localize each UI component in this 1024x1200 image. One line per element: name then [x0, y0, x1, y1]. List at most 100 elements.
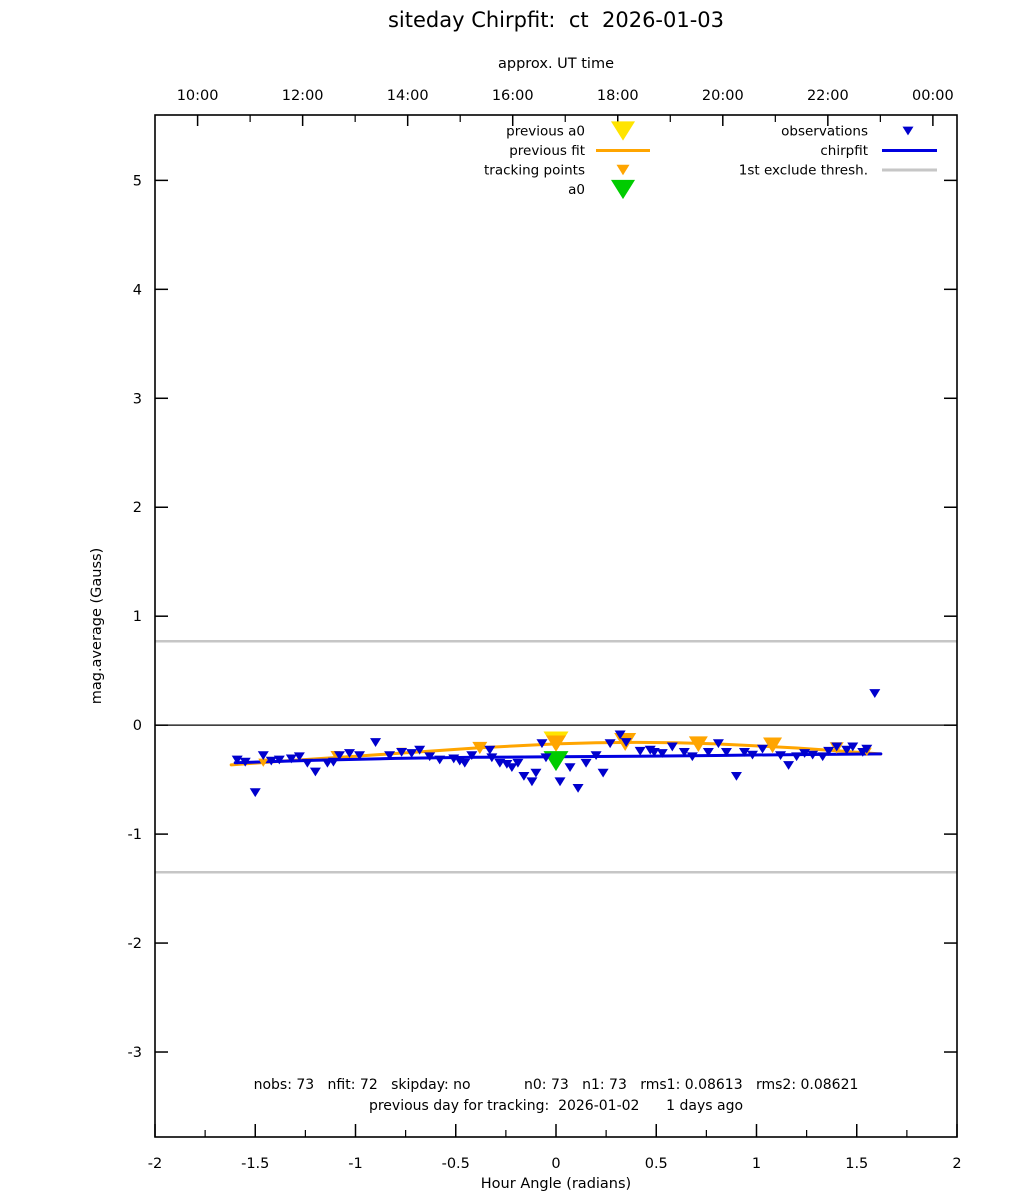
observation-point — [775, 751, 787, 761]
y-axis-title: mag.average (Gauss) — [89, 547, 105, 705]
observation-point — [512, 758, 524, 768]
x-tick-label: -1 — [348, 1156, 362, 1172]
legend-label: chirpfit — [820, 143, 868, 159]
observation-point — [757, 744, 769, 754]
x-tick-label: 0.5 — [645, 1156, 668, 1172]
legend-label: previous fit — [509, 143, 585, 159]
top-tick-label: 14:00 — [387, 88, 429, 104]
observation-point — [620, 738, 632, 747]
observation-point — [738, 747, 750, 757]
top-axis-title: approx. UT time — [498, 56, 614, 72]
y-tick-label: -3 — [128, 1045, 142, 1061]
observation-point — [257, 751, 269, 761]
observation-point — [656, 749, 668, 758]
x-tick-label: -1.5 — [241, 1156, 269, 1172]
observation-point — [354, 751, 366, 761]
observation-point — [783, 761, 795, 770]
observation-point — [580, 758, 592, 768]
observation-point — [459, 758, 471, 768]
observation-point — [648, 747, 660, 757]
observation-point — [604, 739, 616, 749]
legend-label: tracking points — [484, 163, 585, 179]
y-tick-label: 2 — [133, 500, 142, 516]
x-tick-label: -2 — [148, 1156, 162, 1172]
observation-point — [746, 750, 758, 760]
observation-point — [265, 756, 277, 766]
observation-point — [518, 771, 530, 781]
observation-point — [572, 783, 584, 793]
tracking-point — [763, 737, 783, 754]
observation-point — [791, 752, 803, 762]
y-tick-label: -1 — [128, 827, 142, 843]
observation-point — [396, 747, 408, 757]
x-axis-title: Hour Angle (radians) — [480, 1176, 632, 1192]
observation-point — [666, 742, 678, 752]
observation-point — [869, 689, 881, 698]
top-tick-label: 20:00 — [702, 88, 744, 104]
observation-point — [343, 749, 355, 758]
observation-point — [466, 751, 478, 761]
observation-point — [712, 739, 724, 749]
legend-label: observations — [781, 124, 868, 140]
observation-point — [530, 768, 542, 778]
observation-point — [564, 763, 576, 773]
observation-point — [273, 755, 285, 765]
observation-point — [486, 753, 498, 763]
observation-point — [526, 777, 538, 787]
legend-symbol-triangle — [902, 126, 914, 136]
stats-line-2: previous day for tracking: 2026-01-02 1 … — [368, 1098, 744, 1114]
legend-label: previous a0 — [506, 124, 585, 140]
observation-point — [384, 751, 396, 761]
top-tick-label: 22:00 — [807, 88, 849, 104]
observation-point — [285, 754, 297, 764]
observation-point — [861, 744, 873, 754]
top-tick-label: 16:00 — [492, 88, 534, 104]
observation-point — [333, 751, 345, 761]
observation-point — [590, 751, 602, 761]
x-tick-label: -0.5 — [442, 1156, 470, 1172]
legend-label: a0 — [568, 182, 585, 198]
observation-point — [501, 759, 513, 769]
top-tick-label: 18:00 — [597, 88, 639, 104]
y-tick-label: 3 — [133, 391, 142, 407]
observation-point — [540, 753, 552, 763]
tracking-point — [472, 741, 488, 755]
observation-point — [799, 749, 811, 758]
observation-point — [678, 747, 690, 757]
top-tick-label: 12:00 — [282, 88, 324, 104]
legend-symbol-triangle — [611, 121, 635, 141]
observation-point — [327, 757, 339, 767]
observation-point — [301, 758, 313, 768]
y-tick-label: 5 — [133, 173, 142, 189]
top-tick-label: 10:00 — [177, 88, 219, 104]
observation-point — [686, 752, 698, 762]
observation-point — [249, 788, 261, 798]
observation-point — [293, 752, 305, 762]
observation-point — [720, 747, 732, 757]
observation-point — [702, 747, 714, 757]
tracking-point — [688, 736, 708, 753]
y-tick-label: 4 — [133, 282, 142, 298]
observation-point — [831, 742, 843, 752]
stats-line-1: nobs: 73 nfit: 72 skipday: no n0: 73 n1:… — [253, 1077, 859, 1093]
legend-label: 1st exclude thresh. — [739, 163, 868, 179]
observation-point — [536, 739, 548, 749]
y-tick-label: 0 — [133, 718, 142, 734]
observation-point — [634, 746, 646, 756]
observation-point — [506, 763, 518, 773]
observation-point — [807, 750, 819, 760]
plot-border — [154, 114, 958, 1138]
x-tick-label: 1.5 — [845, 1156, 868, 1172]
observation-point — [484, 745, 496, 755]
observation-point — [841, 745, 853, 755]
observation-point — [554, 777, 566, 787]
chart-title: siteday Chirpfit: ct 2026-01-03 — [387, 8, 725, 32]
legend-symbol-triangle — [611, 179, 635, 200]
y-tick-label: 1 — [133, 609, 142, 625]
observation-point — [370, 738, 382, 747]
tracking-point — [546, 735, 566, 752]
observation-point — [597, 768, 609, 778]
observation-point — [730, 771, 742, 781]
